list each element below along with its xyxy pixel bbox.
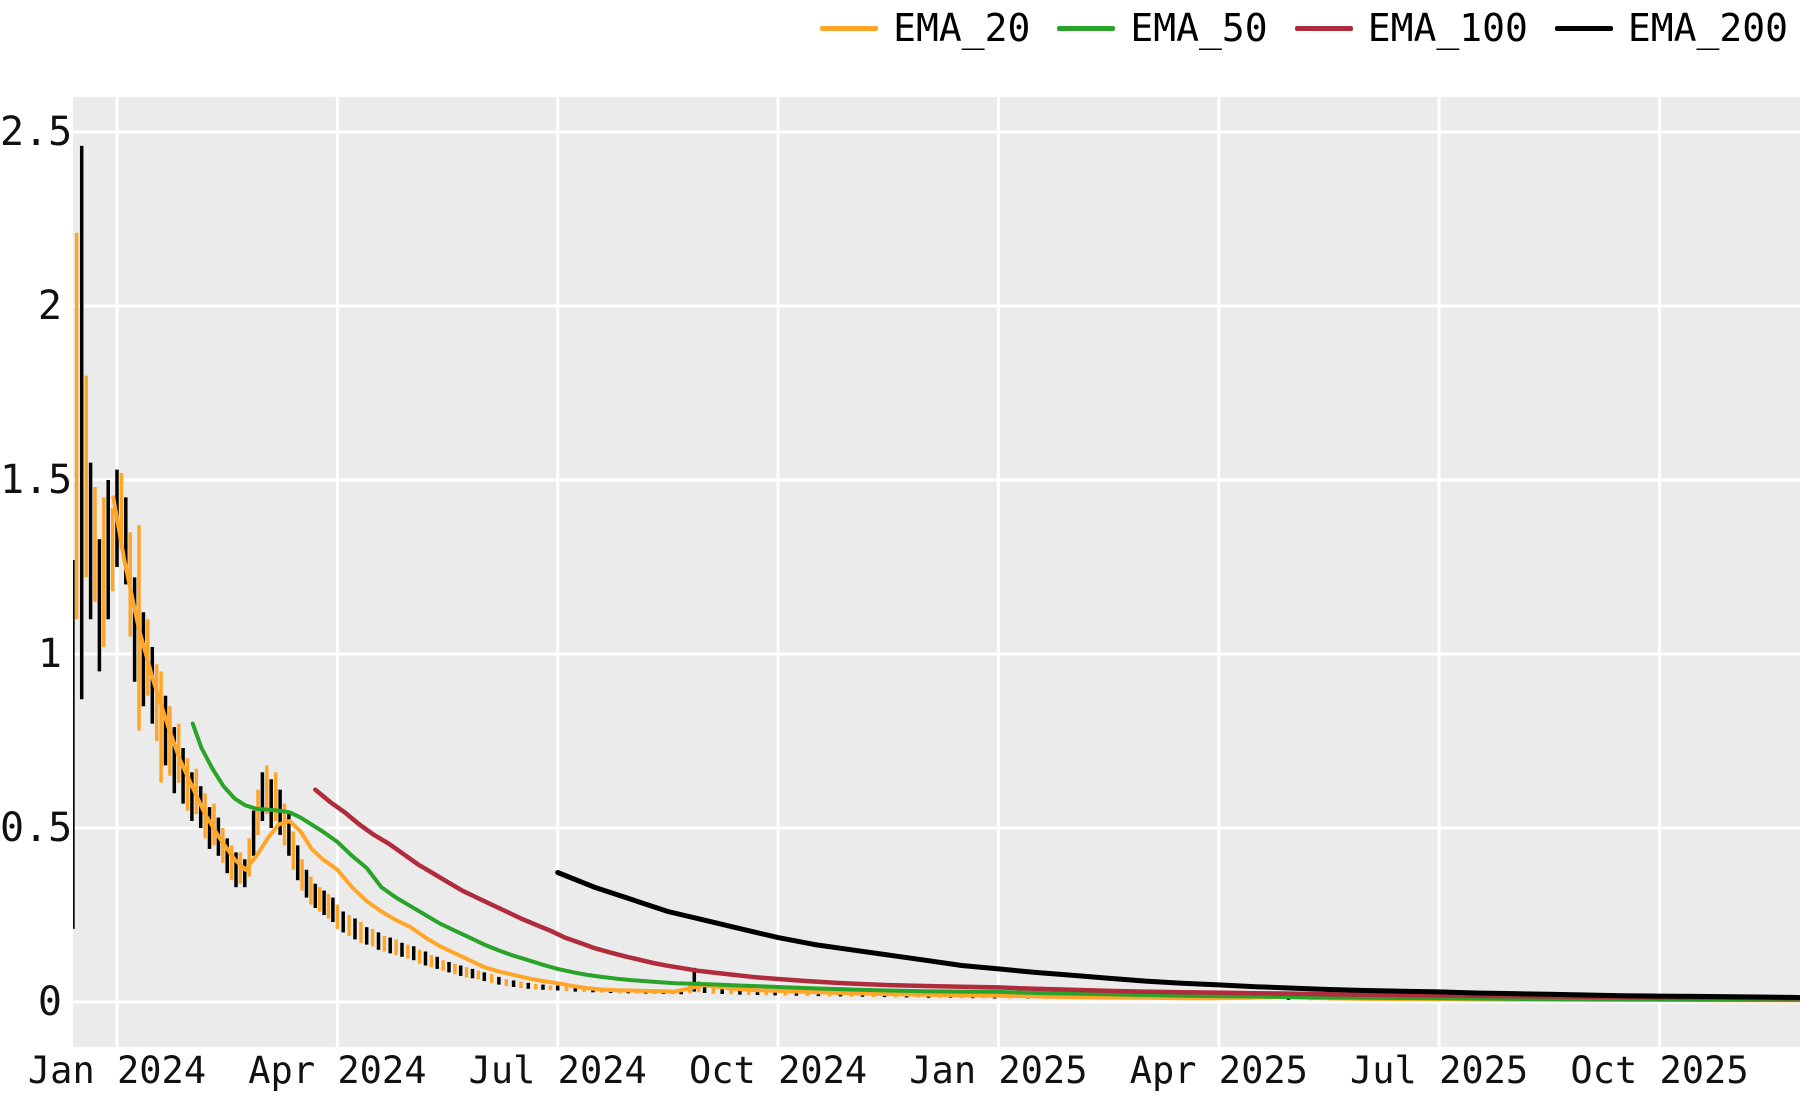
y-tick-label: 0 bbox=[37, 979, 62, 1025]
legend-label-ema100: EMA_100 bbox=[1367, 6, 1528, 50]
chart-legend: EMA_20 EMA_50 EMA_100 EMA_200 bbox=[820, 6, 1788, 52]
y-tick-label: 1 bbox=[37, 631, 62, 677]
x-tick-label: Jul 2025 bbox=[1349, 1049, 1529, 1092]
legend-item-ema50: EMA_50 bbox=[1057, 6, 1268, 52]
y-tick-label: 2 bbox=[37, 283, 62, 329]
ema20-line-swatch bbox=[820, 26, 879, 32]
legend-item-ema200: EMA_200 bbox=[1554, 6, 1788, 52]
y-tick-label: 1.5 bbox=[0, 457, 73, 503]
legend-label-ema50: EMA_50 bbox=[1130, 6, 1268, 50]
x-tick-label: Jan 2025 bbox=[909, 1049, 1088, 1092]
y-tick-label: 0.5 bbox=[0, 805, 73, 851]
legend-item-ema20: EMA_20 bbox=[820, 6, 1030, 52]
legend-item-ema100: EMA_100 bbox=[1294, 6, 1528, 52]
legend-label-ema20: EMA_20 bbox=[893, 6, 1031, 50]
x-tick-label: Oct 2024 bbox=[688, 1049, 868, 1092]
ema50-line-swatch bbox=[1057, 26, 1116, 32]
x-tick-label: Apr 2024 bbox=[248, 1049, 427, 1092]
legend-label-ema200: EMA_200 bbox=[1627, 6, 1788, 50]
y-tick-label: 2.5 bbox=[0, 109, 73, 155]
ema100-line-swatch bbox=[1294, 26, 1353, 32]
chart-canvas bbox=[73, 97, 1800, 1047]
x-tick-label: Jul 2024 bbox=[468, 1049, 647, 1092]
plot-area bbox=[73, 97, 1800, 1047]
x-tick-label: Apr 2025 bbox=[1129, 1049, 1308, 1092]
ema200-line-swatch bbox=[1554, 26, 1613, 32]
x-tick-label: Oct 2025 bbox=[1570, 1049, 1749, 1092]
x-tick-label: Jan 2024 bbox=[27, 1049, 207, 1092]
